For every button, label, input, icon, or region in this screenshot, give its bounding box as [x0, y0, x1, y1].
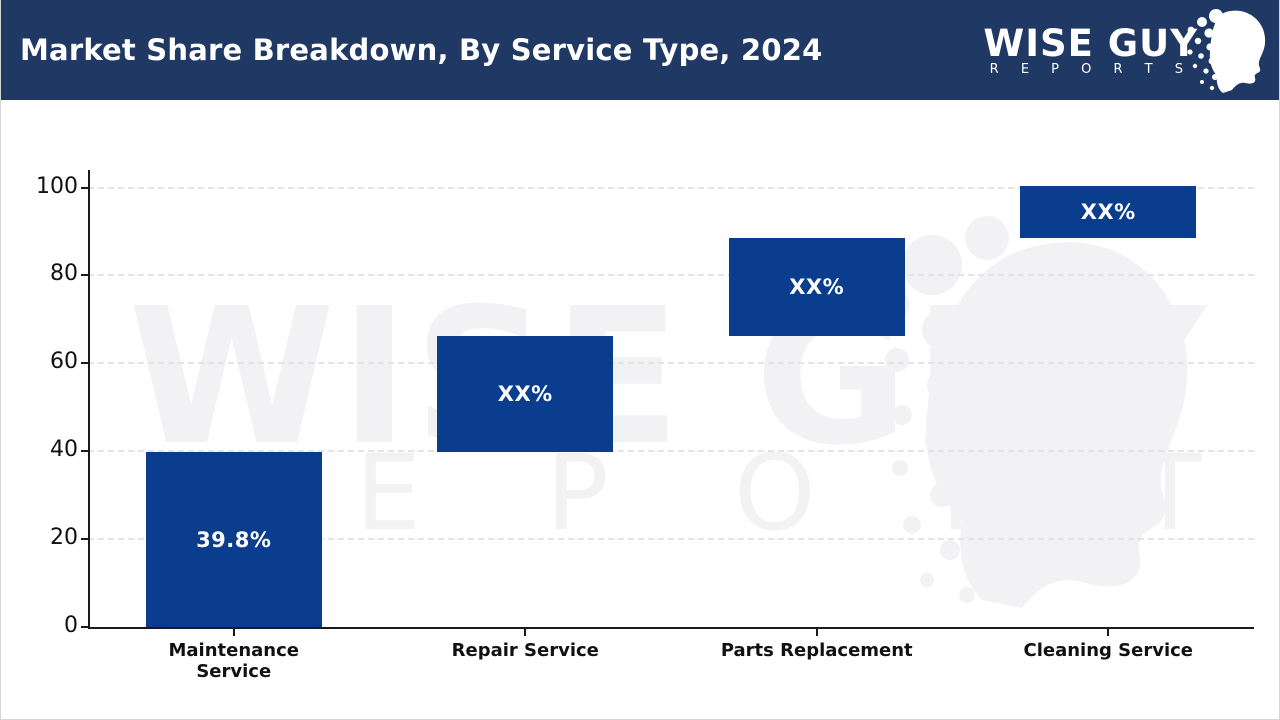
x-tick-mark	[815, 629, 818, 636]
gridline	[88, 538, 1254, 541]
gridline	[88, 362, 1254, 365]
bar-value-label: 39.8%	[196, 527, 272, 552]
bar-2: XX%	[437, 335, 614, 453]
y-axis-line	[88, 170, 90, 629]
x-category-label: Parts Replacement	[720, 640, 913, 661]
logo-head-icon	[1187, 9, 1266, 93]
logo-subtext: R E P O R T S	[989, 62, 1192, 77]
bar-value-label: XX%	[1080, 199, 1136, 224]
chart-panel: WISE GUY R E P O R T S 02040608010039.8%…	[0, 100, 1280, 720]
wiseguy-logo: WISE GUY R E P O R T S	[983, 4, 1266, 96]
logo-wordmark: WISE GUY	[983, 22, 1198, 65]
x-tick-mark	[524, 629, 527, 636]
y-tick-label: 100	[36, 173, 78, 199]
x-tick-mark	[232, 629, 235, 636]
gridline	[88, 186, 1254, 189]
bar-3: XX%	[728, 237, 905, 336]
bar-4: XX%	[1020, 186, 1197, 238]
x-category-label: Maintenance Service	[168, 640, 299, 682]
bar-value-label: XX%	[789, 274, 845, 299]
y-tick-mark	[81, 626, 88, 628]
gridline	[88, 274, 1254, 277]
bar-1: 39.8%	[145, 452, 322, 627]
x-category-label: Repair Service	[451, 640, 599, 661]
gridline	[88, 450, 1254, 453]
x-category-label: Cleaning Service	[1023, 640, 1193, 661]
y-tick-label: 0	[64, 613, 78, 638]
y-tick-label: 40	[50, 437, 78, 463]
bar-value-label: XX%	[497, 381, 553, 406]
header: Market Share Breakdown, By Service Type,…	[0, 0, 1280, 100]
watermark-head-icon	[878, 216, 1188, 608]
y-tick-mark	[81, 538, 88, 541]
y-tick-mark	[81, 186, 88, 189]
x-axis-line	[88, 627, 1254, 629]
y-tick-label: 60	[50, 349, 78, 375]
y-tick-label: 20	[50, 525, 78, 551]
y-tick-mark	[81, 274, 88, 277]
x-tick-mark	[1107, 629, 1110, 636]
page-title: Market Share Breakdown, By Service Type,…	[20, 33, 823, 67]
y-tick-mark	[81, 362, 88, 365]
y-tick-label: 80	[50, 261, 78, 287]
y-tick-mark	[81, 450, 88, 453]
